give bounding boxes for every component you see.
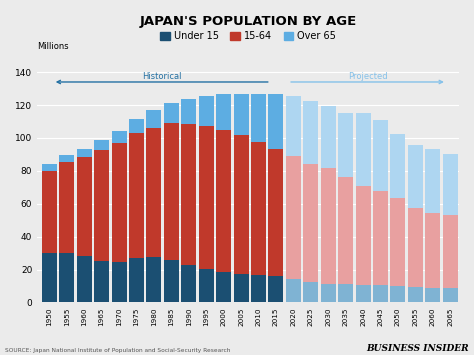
Bar xyxy=(391,286,405,302)
Bar xyxy=(164,123,179,260)
Bar xyxy=(338,176,353,284)
Bar xyxy=(408,208,423,287)
Bar xyxy=(129,133,144,258)
Bar xyxy=(251,275,266,302)
Bar xyxy=(59,253,74,302)
Bar xyxy=(181,124,196,266)
Bar xyxy=(42,164,57,171)
Legend: Under 15, 15-64, Over 65: Under 15, 15-64, Over 65 xyxy=(156,27,340,45)
Bar xyxy=(268,149,283,277)
Bar xyxy=(251,94,266,142)
Title: JAPAN'S POPULATION BY AGE: JAPAN'S POPULATION BY AGE xyxy=(139,15,356,28)
Bar xyxy=(373,120,388,191)
Bar xyxy=(338,284,353,302)
Bar xyxy=(199,269,214,302)
Bar xyxy=(216,94,231,130)
Bar xyxy=(321,106,336,168)
Bar xyxy=(234,274,248,302)
Bar xyxy=(391,134,405,198)
Bar xyxy=(199,96,214,126)
Bar xyxy=(216,272,231,302)
Bar xyxy=(338,113,353,176)
Bar xyxy=(199,126,214,269)
Bar xyxy=(356,186,371,285)
Text: Projected: Projected xyxy=(347,72,387,81)
Bar xyxy=(268,94,283,149)
Bar xyxy=(356,113,371,186)
Bar xyxy=(234,93,248,136)
Text: Millions: Millions xyxy=(37,42,69,51)
Bar xyxy=(94,140,109,150)
Bar xyxy=(268,277,283,302)
Bar xyxy=(77,256,91,302)
Bar xyxy=(443,289,458,302)
Bar xyxy=(303,164,319,282)
Bar xyxy=(94,150,109,261)
Bar xyxy=(42,171,57,253)
Bar xyxy=(425,213,440,288)
Bar xyxy=(146,128,162,257)
Bar xyxy=(111,262,127,302)
Bar xyxy=(59,155,74,163)
Bar xyxy=(286,95,301,156)
Text: Historical: Historical xyxy=(142,72,182,81)
Bar xyxy=(59,163,74,253)
Bar xyxy=(391,198,405,286)
Bar xyxy=(443,215,458,289)
Bar xyxy=(234,136,248,274)
Bar xyxy=(373,285,388,302)
Text: BUSINESS INSIDER: BUSINESS INSIDER xyxy=(366,344,469,353)
Text: SOURCE: Japan National Institute of Population and Social-Security Research: SOURCE: Japan National Institute of Popu… xyxy=(5,348,230,353)
Bar xyxy=(303,282,319,302)
Bar xyxy=(111,131,127,143)
Bar xyxy=(356,285,371,302)
Bar xyxy=(408,144,423,208)
Bar xyxy=(251,142,266,275)
Bar xyxy=(216,130,231,272)
Bar xyxy=(129,119,144,133)
Bar xyxy=(77,158,91,256)
Bar xyxy=(42,253,57,302)
Bar xyxy=(146,110,162,128)
Bar xyxy=(77,149,91,158)
Bar xyxy=(286,156,301,279)
Bar xyxy=(129,258,144,302)
Bar xyxy=(425,288,440,302)
Bar xyxy=(408,287,423,302)
Bar xyxy=(303,101,319,164)
Bar xyxy=(425,149,440,213)
Bar xyxy=(321,168,336,284)
Bar xyxy=(286,279,301,302)
Bar xyxy=(94,261,109,302)
Bar xyxy=(111,143,127,262)
Bar xyxy=(373,191,388,285)
Bar xyxy=(146,257,162,302)
Bar xyxy=(321,284,336,302)
Bar xyxy=(181,99,196,124)
Bar xyxy=(443,154,458,215)
Bar xyxy=(164,103,179,123)
Bar xyxy=(181,266,196,302)
Bar xyxy=(164,260,179,302)
